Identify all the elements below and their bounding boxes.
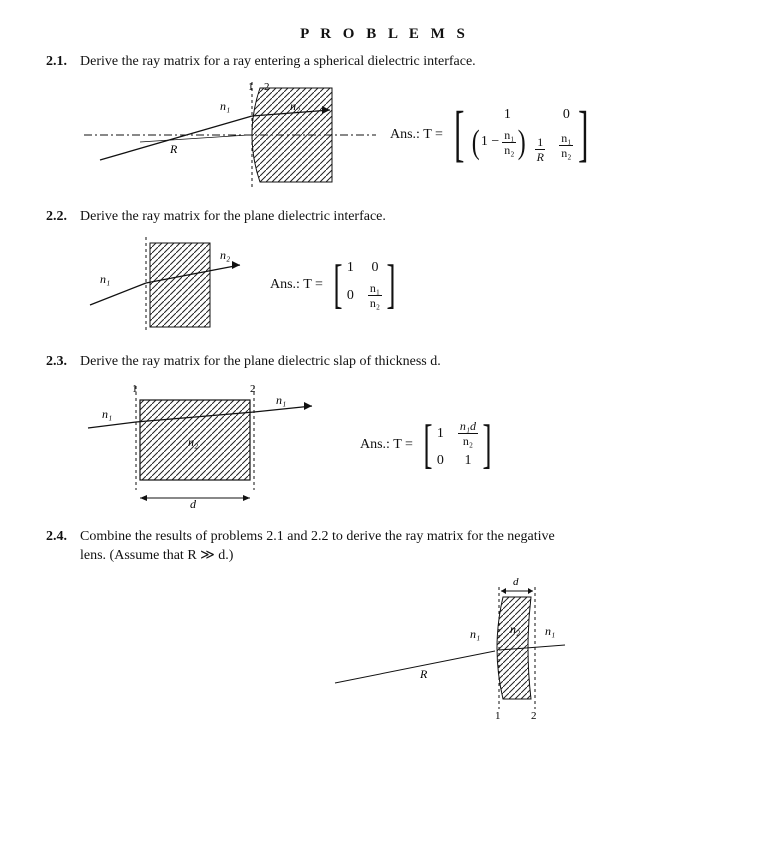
label-2: 2	[264, 81, 270, 93]
label-R: R	[419, 667, 428, 681]
bracket-left: [	[454, 110, 464, 160]
problem-text: Derive the ray matrix for the plane diel…	[80, 353, 441, 372]
problem-number: 2.1.	[46, 53, 80, 72]
bracket-left: [	[333, 263, 342, 306]
problem-text: Derive the ray matrix for a ray entering…	[80, 53, 476, 72]
problem-statement: 2.1. Derive the ray matrix for a ray ent…	[46, 53, 723, 72]
problem-text-line1: Combine the results of problems 2.1 and …	[80, 529, 555, 544]
problem-2-3: 2.3. Derive the ray matrix for the plane…	[46, 353, 723, 510]
matrix-cells: 1 n₁d n₂ 0 1	[437, 420, 478, 469]
label-n1-right: n₁	[545, 624, 555, 638]
label-R: R	[169, 142, 178, 156]
label-n1: n₁	[100, 272, 110, 286]
figure-row: 1 2 R n₁ n₂ Ans.: T = [	[46, 80, 723, 190]
label-n2: n₂	[188, 435, 198, 449]
label-1: 1	[248, 81, 254, 93]
problem-2-1: 2.1. Derive the ray matrix for a ray ent…	[46, 53, 723, 190]
figure-2-3: 1 2 n₁ n₁ n₂ d	[80, 380, 320, 510]
m-1-1: n₁ n₂	[559, 132, 573, 159]
problem-number: 2.2.	[46, 208, 80, 227]
figure-2-2: n₁ n₂	[80, 235, 260, 335]
figure-row: n₁ n₂ Ans.: T = [ 1 0 0 n₁ n₂	[46, 235, 723, 335]
m-0-0: 1	[437, 426, 444, 442]
bracket-right: ]	[387, 263, 396, 306]
problem-number: 2.3.	[46, 353, 80, 372]
matrix-cells: 1 0 ( 1 − n₁ n₂	[470, 107, 574, 163]
label-n1-right: n₁	[276, 393, 286, 407]
problem-statement: 2.2. Derive the ray matrix for the plane…	[46, 208, 723, 227]
problem-text-line2: lens. (Assume that R ≫ d.)	[80, 548, 233, 563]
label-n1-left: n₁	[102, 407, 112, 421]
m-1-0: 0	[347, 288, 354, 304]
m-0-1: n₁d n₂	[458, 420, 478, 447]
problem-number: 2.4.	[46, 528, 80, 566]
label-n2: n₂	[510, 622, 520, 636]
label-1: 1	[132, 383, 138, 395]
section-title: P R O B L E M S	[46, 26, 723, 43]
label-1: 1	[495, 710, 501, 722]
figure-2-1: 1 2 R n₁ n₂	[80, 80, 380, 190]
label-n2: n₂	[220, 248, 230, 262]
label-2: 2	[531, 710, 537, 722]
bracket-right: ]	[579, 110, 589, 160]
m-1-0: ( 1 − n₁ n₂ )	[470, 129, 546, 163]
m-1-1: n₁ n₂	[368, 282, 382, 309]
figure-row: 1 2 R n₁ n₂ n₁ d	[46, 573, 723, 723]
answer-label: Ans.: T =	[270, 277, 323, 293]
problem-statement: 2.3. Derive the ray matrix for the plane…	[46, 353, 723, 372]
bracket-left: [	[423, 423, 432, 466]
problem-statement: 2.4. Combine the results of problems 2.1…	[46, 528, 723, 566]
m-0-0: 1	[504, 107, 511, 123]
matrix: [ 1 0 ( 1 − n₁ n₂	[449, 107, 594, 163]
answer-label: Ans.: T =	[360, 437, 413, 453]
problem-2-2: 2.2. Derive the ray matrix for the plane…	[46, 208, 723, 335]
label-2: 2	[250, 383, 256, 395]
matrix: [ 1 n₁d n₂ 0 1 ]	[419, 420, 496, 469]
m-0-1: 0	[371, 260, 378, 276]
m-1-1: 1	[464, 453, 471, 469]
label-n2: n₂	[290, 99, 300, 113]
label-d: d	[513, 576, 519, 588]
m-0-0: 1	[347, 260, 354, 276]
problem-2-4: 2.4. Combine the results of problems 2.1…	[46, 528, 723, 724]
matrix: [ 1 0 0 n₁ n₂ ]	[329, 260, 400, 309]
figure-2-4: 1 2 R n₁ n₂ n₁ d	[305, 573, 625, 723]
problem-text: Derive the ray matrix for the plane diel…	[80, 208, 386, 227]
m-0-1: 0	[563, 107, 570, 123]
label-d: d	[190, 497, 197, 510]
answer-2-3: Ans.: T = [ 1 n₁d n₂ 0 1 ]	[360, 420, 496, 469]
answer-2-1: Ans.: T = [ 1 0 ( 1 − n₁	[390, 107, 594, 163]
answer-label: Ans.: T =	[390, 127, 443, 143]
label-n1: n₁	[220, 99, 230, 113]
m-1-0: 0	[437, 453, 444, 469]
label-n1-left: n₁	[470, 627, 480, 641]
bracket-right: ]	[483, 423, 492, 466]
page: P R O B L E M S 2.1. Derive the ray matr…	[0, 0, 769, 761]
matrix-cells: 1 0 0 n₁ n₂	[347, 260, 382, 309]
figure-row: 1 2 n₁ n₁ n₂ d Ans.: T = [	[46, 380, 723, 510]
answer-2-2: Ans.: T = [ 1 0 0 n₁ n₂ ]	[270, 260, 400, 309]
